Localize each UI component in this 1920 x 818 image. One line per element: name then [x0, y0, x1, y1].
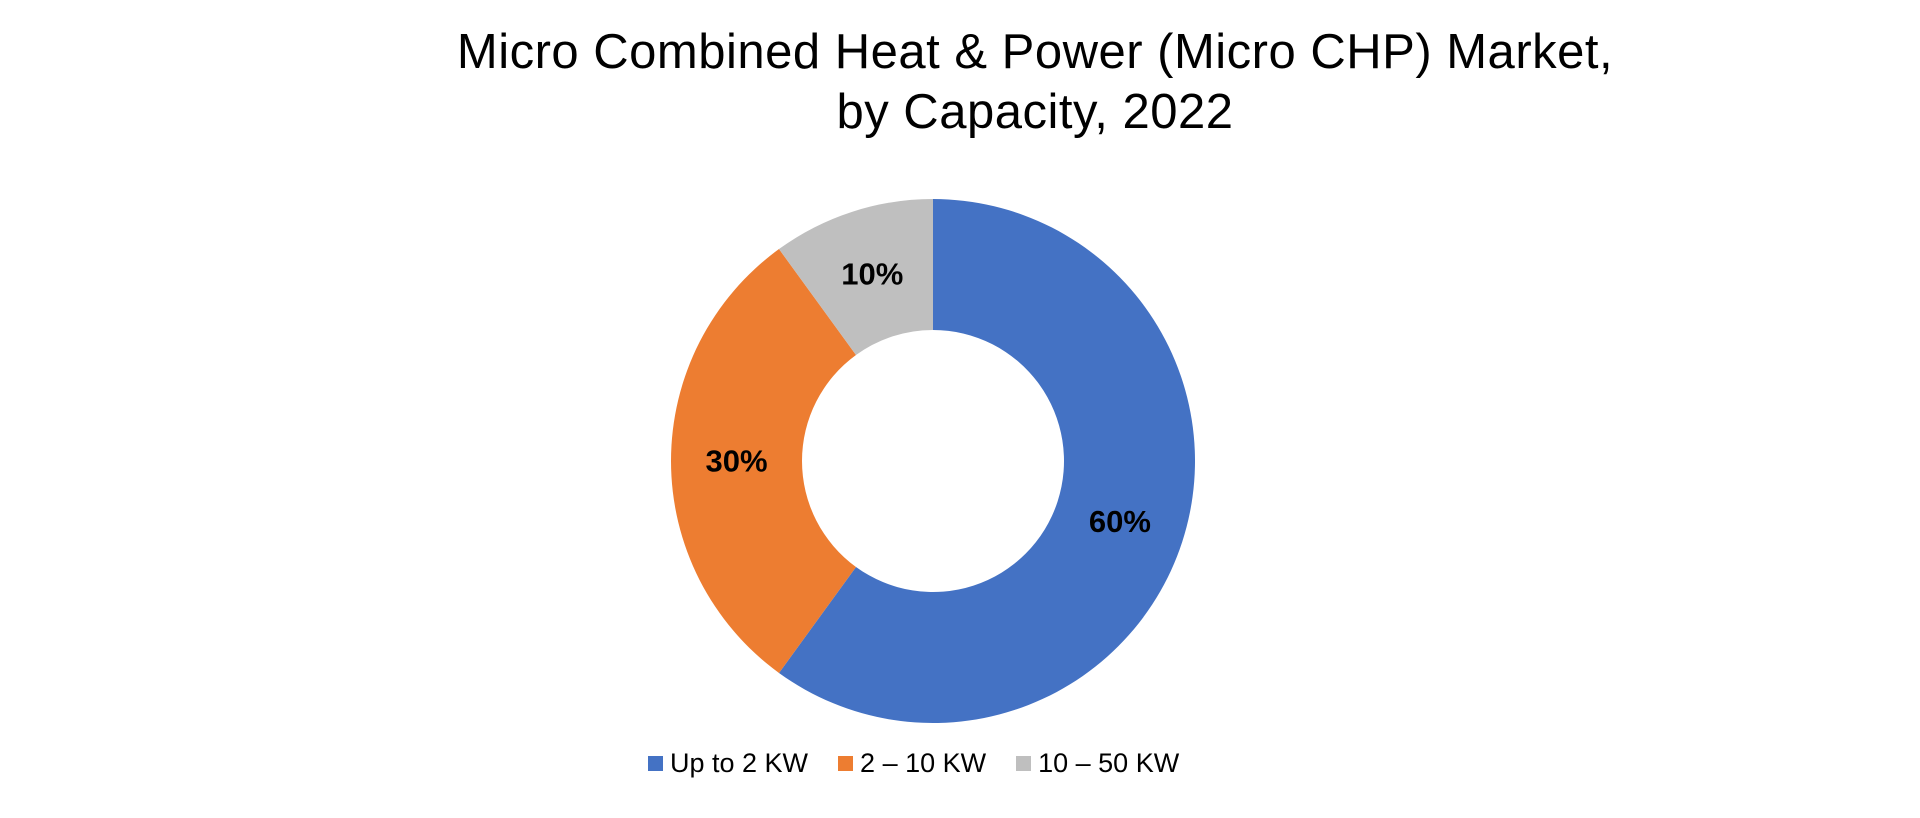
legend: Up to 2 KW 2 – 10 KW 10 – 50 KW	[648, 748, 1179, 779]
donut-chart: 60% 30% 10%	[671, 199, 1195, 723]
slice-label-2: 10%	[841, 257, 903, 292]
legend-swatch-icon	[838, 756, 854, 771]
legend-swatch-icon	[648, 756, 663, 771]
legend-item-2-10kw: 2 – 10 KW	[838, 748, 986, 779]
legend-label: Up to 2 KW	[670, 748, 809, 778]
chart-title-line-1: Micro Combined Heat & Power (Micro CHP) …	[456, 25, 1614, 79]
chart-title: Micro Combined Heat & Power (Micro CHP) …	[285, 22, 1785, 142]
donut-slice-2	[779, 199, 933, 356]
legend-item-10-50kw: 10 – 50 KW	[1016, 748, 1179, 779]
donut-slice-1	[671, 249, 856, 673]
slice-label-1: 30%	[705, 444, 767, 479]
legend-label: 10 – 50 KW	[1038, 748, 1180, 778]
legend-swatch-icon	[1016, 756, 1032, 771]
legend-item-up-to-2kw: Up to 2 KW	[648, 748, 808, 779]
legend-label: 2 – 10 KW	[860, 748, 987, 778]
slice-label-0: 60%	[1089, 504, 1151, 539]
chart-title-line-2: by Capacity, 2022	[836, 85, 1234, 139]
donut-slice-0	[779, 199, 1195, 723]
